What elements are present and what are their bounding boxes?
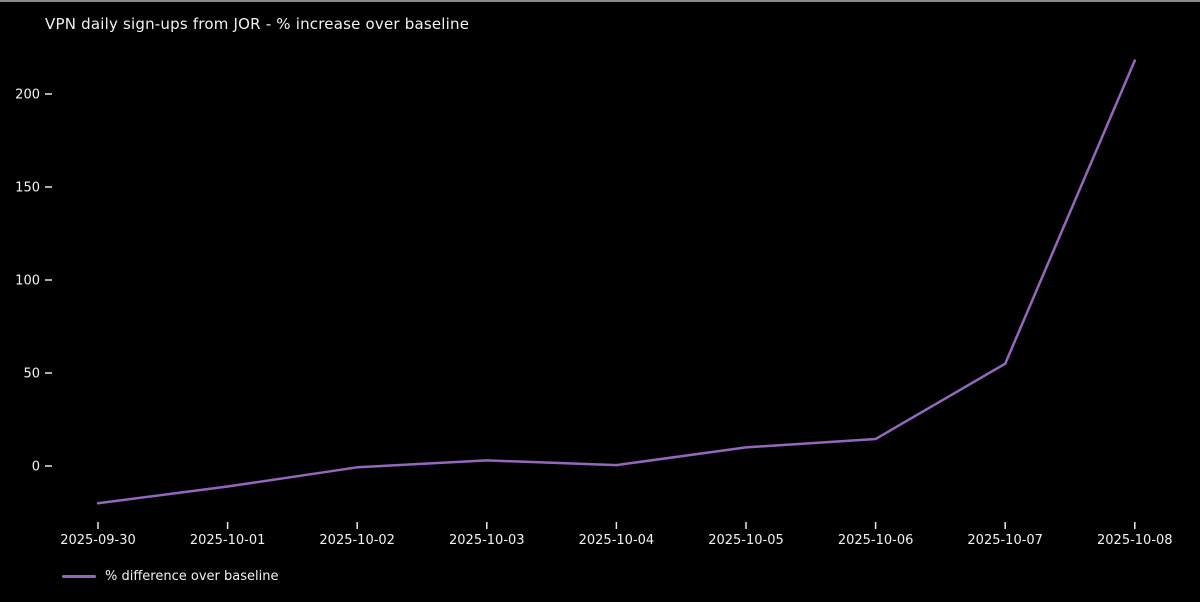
x-tick-label: 2025-10-08 <box>1097 533 1173 548</box>
series-line--difference-over-baseline <box>96 59 1137 505</box>
x-tick-label: 2025-10-01 <box>190 533 266 548</box>
x-tick-label: 2025-09-30 <box>60 533 136 548</box>
y-tick-label: 150 <box>15 181 40 196</box>
x-tick-label: 2025-10-03 <box>449 533 525 548</box>
y-tick-label: 50 <box>23 367 40 382</box>
legend: % difference over baseline <box>62 569 278 584</box>
legend-line-swatch <box>62 575 96 578</box>
x-tick-label: 2025-10-02 <box>319 533 395 548</box>
x-tick-label: 2025-10-06 <box>838 533 914 548</box>
x-tick-label: 2025-10-07 <box>967 533 1043 548</box>
chart-title: VPN daily sign-ups from JOR - % increase… <box>45 15 470 33</box>
y-tick-label: 200 <box>15 88 40 103</box>
y-tick-label: 0 <box>32 460 40 475</box>
x-tick-label: 2025-10-05 <box>708 533 784 548</box>
x-tick-label: 2025-10-04 <box>579 533 655 548</box>
y-tick-label: 100 <box>15 274 40 289</box>
legend-label: % difference over baseline <box>105 569 279 584</box>
